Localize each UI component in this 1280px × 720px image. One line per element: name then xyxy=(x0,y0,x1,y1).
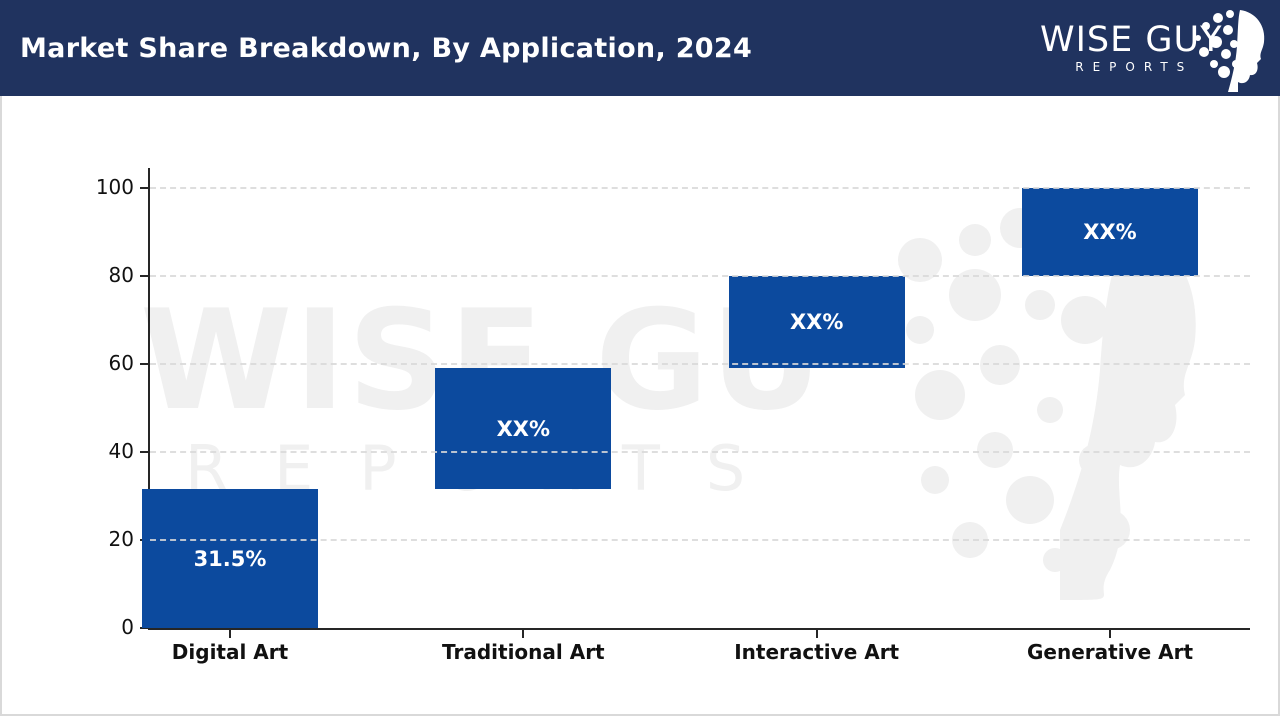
x-category-label: Traditional Art xyxy=(442,640,605,664)
y-tick-mark xyxy=(140,187,148,189)
y-axis-line xyxy=(148,168,150,630)
gridline xyxy=(150,539,1250,541)
gridline xyxy=(150,451,1250,453)
logo-wordmark: WISE GUY xyxy=(1040,20,1223,60)
y-tick-mark xyxy=(140,627,148,629)
gridline xyxy=(150,363,1250,365)
y-tick-label: 0 xyxy=(121,615,134,639)
y-tick-label: 40 xyxy=(108,439,134,463)
y-tick-label: 80 xyxy=(108,263,134,287)
x-category-label: Interactive Art xyxy=(734,640,900,664)
bar-value-label: XX% xyxy=(1083,220,1137,244)
x-category-label: Generative Art xyxy=(1027,640,1194,664)
gridline xyxy=(150,187,1250,189)
header-banner: Market Share Breakdown, By Application, … xyxy=(0,0,1280,96)
logo-subtitle: REPORTS xyxy=(1075,60,1194,74)
x-tick-mark xyxy=(229,630,231,638)
y-tick-mark xyxy=(140,451,148,453)
gridline xyxy=(150,275,1250,277)
y-tick-label: 100 xyxy=(95,175,134,199)
bar-generative-art xyxy=(1022,188,1199,276)
bar-value-label: XX% xyxy=(496,416,551,441)
y-tick-mark xyxy=(140,275,148,277)
bar-value-label: 31.5% xyxy=(193,546,267,571)
y-tick-label: 20 xyxy=(108,527,134,551)
x-tick-mark xyxy=(815,630,818,638)
x-tick-mark xyxy=(522,630,525,638)
bar-traditional-art xyxy=(435,368,612,490)
x-category-label: Digital Art xyxy=(171,640,289,664)
bar-interactive-art xyxy=(728,276,905,369)
bar-value-label: XX% xyxy=(789,310,844,335)
logo-face-icon xyxy=(1195,10,1265,92)
x-tick-mark xyxy=(1109,630,1112,638)
page-title: Market Share Breakdown, By Application, … xyxy=(20,32,753,64)
wiseguy-logo: WISE GUY REPORTS xyxy=(1012,6,1265,92)
bar-digital-art xyxy=(142,489,318,628)
y-tick-label: 60 xyxy=(108,351,134,375)
y-tick-mark xyxy=(140,363,148,365)
x-axis-line xyxy=(148,628,1250,630)
